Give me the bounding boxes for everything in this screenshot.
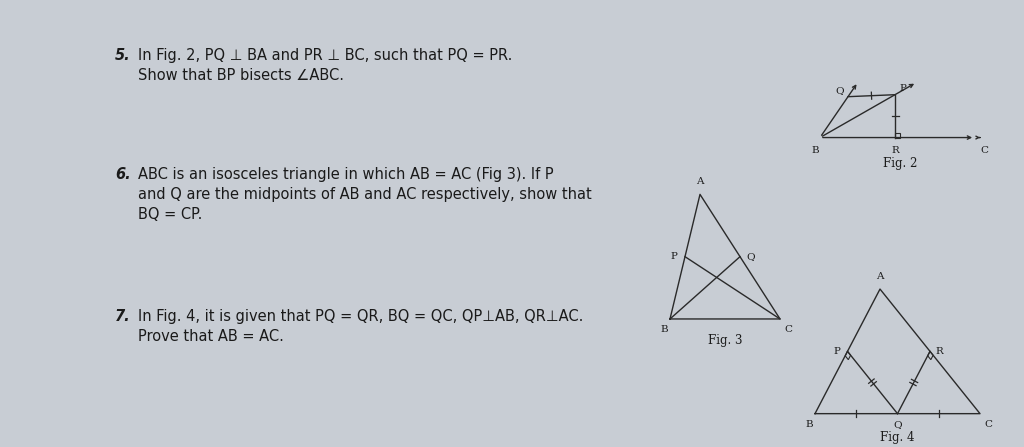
Text: Show that BP bisects ∠ABC.: Show that BP bisects ∠ABC.	[138, 68, 344, 83]
Text: R: R	[891, 146, 899, 155]
Text: C: C	[980, 146, 988, 155]
Text: 6.: 6.	[115, 168, 131, 182]
Text: Fig. 4: Fig. 4	[880, 430, 914, 443]
Text: Fig. 2: Fig. 2	[883, 157, 918, 170]
Text: A: A	[696, 177, 703, 186]
Text: Prove that AB = AC.: Prove that AB = AC.	[138, 329, 284, 344]
Text: and Q are the midpoints of AB and AC respectively, show that: and Q are the midpoints of AB and AC res…	[138, 187, 592, 202]
Text: B: B	[811, 146, 819, 155]
Text: C: C	[784, 325, 792, 334]
Text: Q: Q	[836, 86, 844, 95]
Text: A: A	[877, 272, 884, 281]
Text: BQ = CP.: BQ = CP.	[138, 207, 203, 222]
Text: C: C	[984, 420, 992, 429]
Text: R: R	[935, 347, 943, 356]
Text: Q: Q	[746, 252, 755, 261]
Text: 5.: 5.	[115, 48, 131, 63]
Text: In Fig. 2, PQ ⊥ BA and PR ⊥ BC, such that PQ = PR.: In Fig. 2, PQ ⊥ BA and PR ⊥ BC, such tha…	[138, 48, 512, 63]
Text: P: P	[899, 84, 906, 93]
Text: B: B	[805, 420, 813, 429]
Text: P: P	[834, 347, 841, 356]
Text: 7.: 7.	[115, 309, 131, 324]
Text: ABC is an isosceles triangle in which AB = AC (Fig 3). If P: ABC is an isosceles triangle in which AB…	[138, 168, 554, 182]
Text: Q: Q	[893, 420, 902, 429]
Text: In Fig. 4, it is given that PQ = QR, BQ = QC, QP⊥AB, QR⊥AC.: In Fig. 4, it is given that PQ = QR, BQ …	[138, 309, 584, 324]
Text: P: P	[670, 252, 677, 261]
Text: Fig. 3: Fig. 3	[708, 334, 742, 347]
Text: B: B	[660, 325, 668, 334]
